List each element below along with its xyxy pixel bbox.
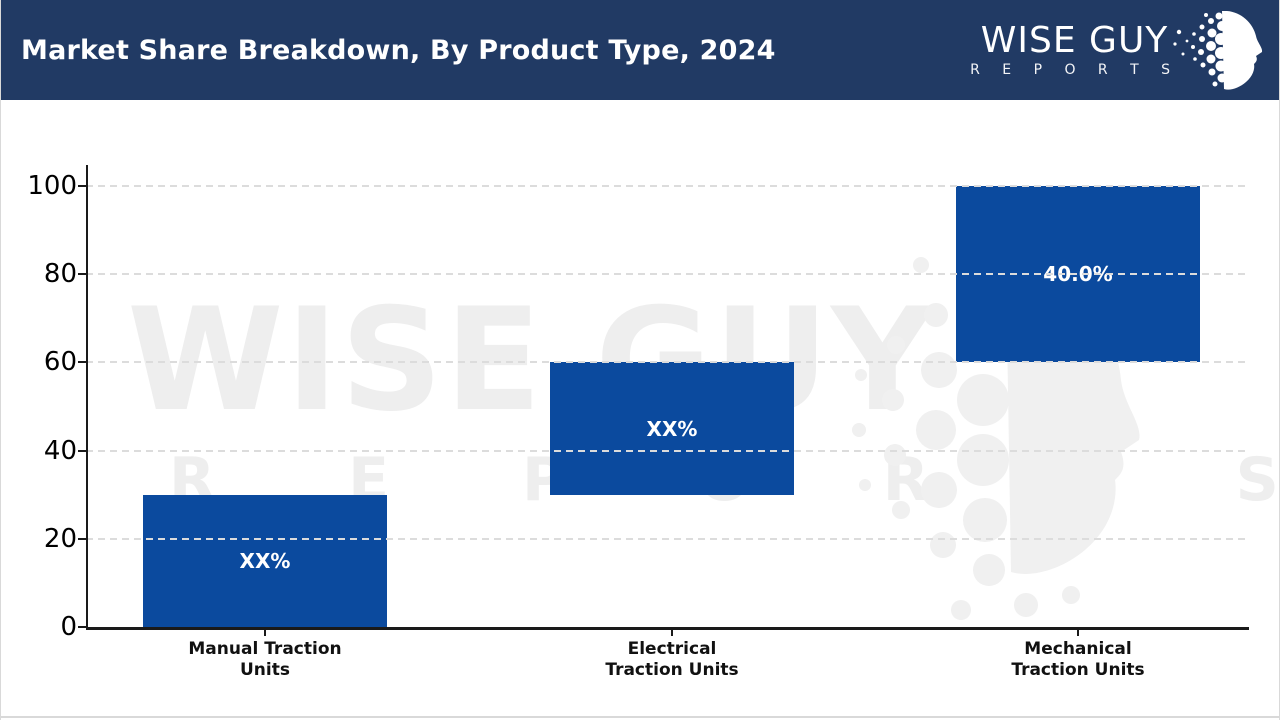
gridline-20	[86, 537, 1249, 540]
y-tick-label-0: 0	[60, 612, 77, 642]
chart-title: Market Share Breakdown, By Product Type,…	[21, 34, 776, 66]
x-category-label-1: Manual Traction Units	[188, 639, 342, 680]
logo-subtitle: R E P O R T S	[970, 61, 1179, 78]
wiseguy-logo: WISE GUY R E P O R T S	[970, 6, 1267, 94]
y-tick-label-20: 20	[43, 523, 77, 554]
y-tick-mark-20	[78, 537, 86, 540]
bar-value-label-1: XX%	[239, 548, 291, 573]
y-tick-label-40: 40	[43, 435, 77, 466]
bar-2: XX%	[550, 362, 794, 495]
logo-face-icon	[1173, 11, 1263, 90]
y-tick-mark-60	[78, 361, 86, 364]
header: Market Share Breakdown, By Product Type,…	[1, 0, 1279, 100]
bottom-rule	[1, 716, 1279, 718]
y-tick-mark-100	[78, 185, 86, 187]
chart-area: WISE GUY R E P O R T S 020406080100XX%Ma…	[1, 100, 1279, 720]
logo-text: WISE GUY R E P O R T S	[970, 22, 1179, 78]
gridline-80	[86, 273, 1249, 276]
x-tick-mark-2	[671, 630, 673, 636]
y-tick-label-100: 100	[27, 171, 77, 201]
y-tick-label-60: 60	[43, 347, 77, 378]
y-tick-mark-0	[78, 626, 86, 628]
bar-value-label-2: XX%	[646, 416, 698, 441]
gridline-40	[86, 449, 1249, 452]
logo-brand: WISE GUY	[980, 20, 1169, 62]
gridline-60	[86, 361, 1249, 364]
x-tick-mark-1	[264, 630, 266, 636]
gridline-100	[86, 185, 1249, 187]
bar-1: XX%	[143, 494, 387, 627]
y-tick-mark-40	[78, 449, 86, 452]
x-tick-mark-3	[1077, 630, 1079, 636]
x-category-label-3: Mechanical Traction Units	[1011, 639, 1145, 680]
x-category-label-2: Electrical Traction Units	[605, 639, 739, 680]
y-axis-line	[86, 165, 88, 630]
y-tick-label-80: 80	[43, 259, 77, 290]
y-tick-mark-80	[78, 273, 86, 276]
x-axis-line	[86, 627, 1249, 630]
